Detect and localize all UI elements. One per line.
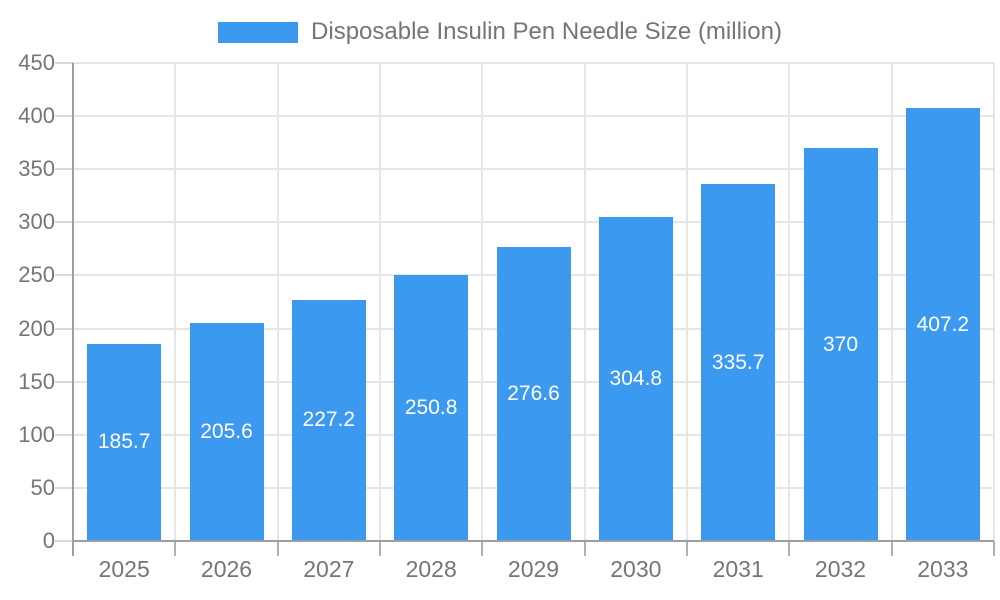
y-tick-label: 300: [18, 209, 55, 235]
y-tick-label: 50: [30, 474, 55, 500]
bar-value-label: 205.6: [200, 419, 253, 443]
x-axis-tick: [788, 541, 791, 556]
x-tick-label: 2028: [405, 556, 457, 582]
x-axis-tick: [276, 541, 279, 556]
gridline-horizontal: [73, 221, 994, 224]
legend-swatch: [218, 21, 299, 43]
gridline-vertical: [174, 63, 177, 541]
x-tick-label: 2031: [712, 556, 764, 582]
legend-label: Disposable Insulin Pen Needle Size (mill…: [311, 18, 782, 45]
bar-value-label: 227.2: [302, 408, 356, 432]
gridline-horizontal: [73, 115, 994, 118]
y-tick-label: 200: [18, 315, 55, 341]
gridline-horizontal: [73, 62, 994, 64]
gridline-horizontal: [73, 168, 994, 171]
bar-2033[interactable]: [905, 108, 980, 541]
bar-value-label: 304.8: [609, 367, 663, 391]
bar-2028[interactable]: [394, 274, 469, 541]
y-tick-label: 150: [18, 368, 55, 394]
y-tick-label: 0: [42, 528, 55, 553]
bar-value-label: 250.8: [404, 395, 458, 419]
x-tick-label: 2033: [917, 556, 969, 582]
bar-2029[interactable]: [496, 247, 571, 541]
bar-value-label: 276.6: [507, 382, 560, 406]
x-axis-tick: [481, 541, 484, 556]
y-axis-tick: [55, 327, 73, 330]
gridline-vertical: [890, 63, 893, 541]
y-tick-label: 450: [18, 50, 55, 75]
gridline-vertical: [686, 63, 688, 541]
x-tick-label: 2026: [200, 556, 253, 582]
y-axis-tick: [55, 168, 73, 171]
plot-area: 0 50 100 150 200 250 300 350 400 450 185.7 205.6 227…: [18, 52, 995, 581]
y-axis-tick: [55, 115, 73, 118]
gridline-vertical: [993, 63, 995, 541]
bar-value-label: 335.7: [711, 350, 765, 374]
y-axis-tick: [55, 274, 73, 277]
x-tick-label: 2029: [507, 556, 560, 582]
y-tick-label: 100: [18, 421, 55, 447]
y-axis-tick: [55, 221, 73, 224]
x-tick-label: 2032: [814, 556, 867, 582]
gridline-vertical: [788, 63, 791, 541]
bar-value-label: 407.2: [916, 312, 970, 336]
x-axis-tick: [174, 541, 177, 556]
x-tick-label: 2027: [303, 556, 355, 582]
chart-legend[interactable]: Disposable Insulin Pen Needle Size (mill…: [0, 19, 1000, 45]
x-axis-line: [73, 540, 994, 542]
x-axis-tick: [583, 541, 586, 556]
bar-value-label: 370: [822, 332, 859, 356]
bar-value-label: 185.7: [97, 430, 151, 454]
y-tick-label: 250: [18, 262, 55, 288]
bar-2026[interactable]: [189, 322, 264, 541]
y-axis-tick: [55, 486, 73, 489]
x-axis-tick: [686, 541, 688, 556]
y-axis-tick: [55, 380, 73, 383]
bar-2025[interactable]: [87, 343, 162, 541]
gridline-vertical: [583, 63, 586, 541]
y-axis-tick: [55, 62, 73, 64]
x-axis-tick: [379, 541, 381, 556]
gridline-vertical: [481, 63, 484, 541]
gridline-vertical: [276, 63, 279, 541]
gridline-vertical: [379, 63, 381, 541]
y-axis-tick: [55, 540, 73, 542]
x-tick-label: 2025: [98, 556, 150, 582]
bar-2031[interactable]: [701, 184, 776, 541]
x-axis-tick: [993, 541, 995, 556]
x-axis-tick: [890, 541, 893, 556]
bar-2027[interactable]: [291, 299, 366, 541]
x-tick-label: 2030: [610, 556, 662, 582]
y-tick-label: 350: [18, 156, 55, 182]
y-axis-line: [72, 63, 74, 556]
bar-2030[interactable]: [598, 217, 673, 541]
bar-2032[interactable]: [803, 147, 878, 541]
y-axis-tick: [55, 433, 73, 436]
y-tick-label: 400: [18, 103, 55, 129]
